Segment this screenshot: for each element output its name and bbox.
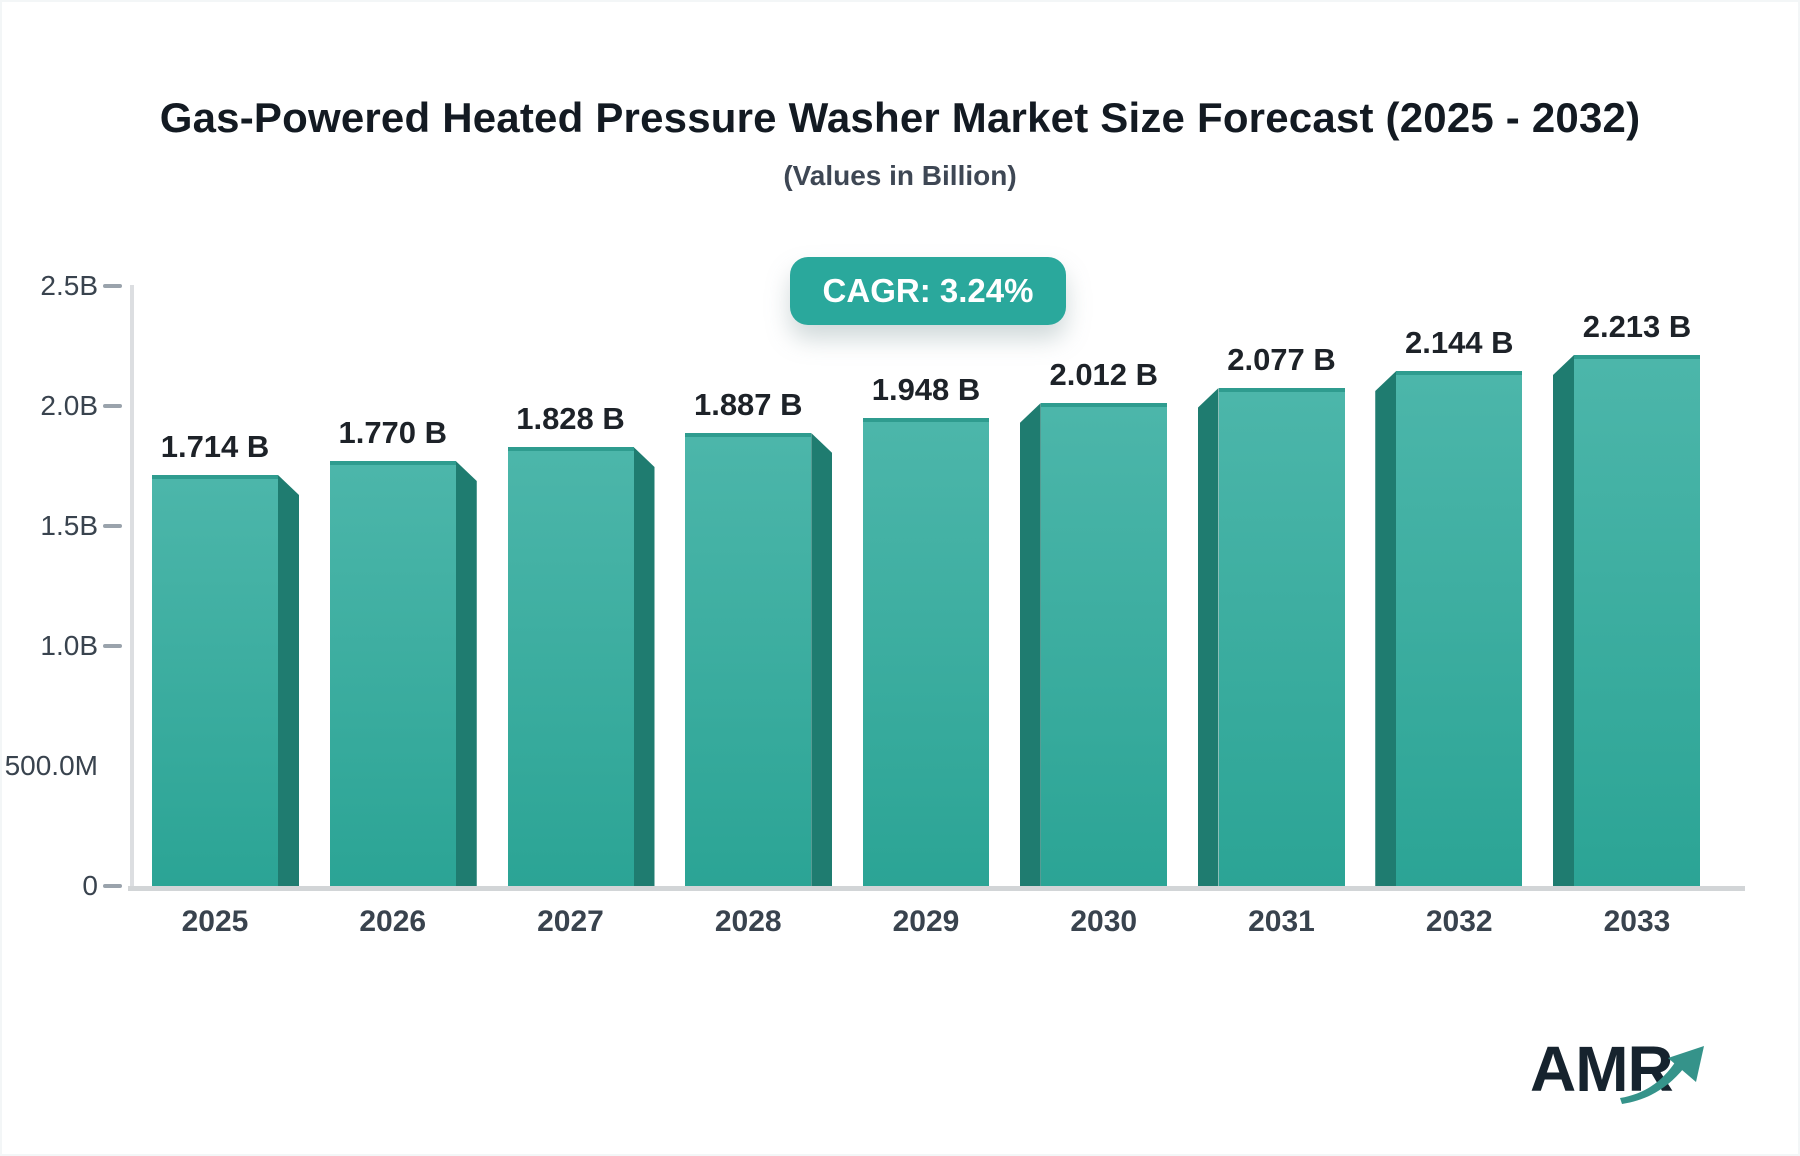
x-tick-label: 2028: [714, 905, 782, 938]
x-tick-label: 2033: [1603, 905, 1671, 938]
x-tick-label: 2026: [359, 905, 427, 938]
y-axis-line: [130, 285, 134, 891]
chart-title: Gas-Powered Heated Pressure Washer Marke…: [159, 94, 1641, 141]
bar: [863, 418, 989, 886]
chart-subtitle: (Values in Billion): [783, 160, 1017, 191]
bar-value-label: 2.077 B: [1227, 342, 1336, 377]
cagr-badge: CAGR: 3.24%: [790, 257, 1066, 325]
x-tick-label: 2031: [1248, 905, 1315, 938]
bar-value-label: 2.012 B: [1049, 357, 1159, 392]
bar-side-face: [1019, 403, 1041, 886]
bar-side-face: [278, 475, 299, 886]
bar: [1040, 403, 1167, 886]
bar-side-face: [1197, 388, 1219, 886]
y-tick-label: 2.5B: [40, 270, 98, 301]
bar-value-label: 1.948 B: [871, 372, 981, 407]
x-tick-label: 2027: [537, 905, 604, 938]
cagr-badge-label: CAGR: 3.24%: [822, 272, 1034, 309]
y-tick-label: 500.0M: [4, 750, 98, 781]
y-tick-label: 1.5B: [40, 510, 98, 541]
bar-value-label: 2.144 B: [1404, 325, 1514, 360]
bar-side-face: [633, 447, 655, 886]
bar-side-face: [1375, 371, 1397, 886]
y-tick-label: 0: [82, 870, 98, 901]
x-tick-label: 2029: [892, 905, 960, 938]
x-tick-label: 2032: [1425, 905, 1493, 938]
y-tick-dash: [103, 404, 122, 408]
bar-value-label: 1.770 B: [338, 415, 448, 450]
bar-side-face: [455, 461, 477, 886]
x-tick-label: 2025: [181, 905, 249, 938]
bar: [507, 447, 634, 886]
bar: [1396, 371, 1523, 886]
bar-value-label: 1.828 B: [516, 401, 625, 436]
bar: [1218, 388, 1345, 886]
bar: [1574, 355, 1700, 886]
bar: [685, 433, 812, 886]
y-tick-dash: [103, 884, 122, 888]
growth-arrow-icon: [1620, 1046, 1704, 1104]
y-tick-label: 2.0B: [40, 390, 98, 421]
bar: [329, 461, 456, 886]
bar-side-face: [1553, 355, 1574, 886]
bar-side-face: [811, 433, 833, 886]
amr-logo: AMR: [1530, 1032, 1740, 1122]
y-tick-label: 1.0B: [40, 630, 98, 661]
bar-value-label: 1.714 B: [160, 429, 270, 464]
y-tick-dash: [103, 284, 122, 288]
x-axis-baseline: [128, 886, 1745, 891]
bar: [152, 475, 278, 886]
y-tick-dash: [103, 644, 122, 648]
y-tick-dash: [103, 524, 122, 528]
x-tick-label: 2030: [1070, 905, 1138, 938]
bar-value-label: 1.887 B: [693, 387, 803, 422]
bar-value-label: 2.213 B: [1582, 309, 1692, 344]
